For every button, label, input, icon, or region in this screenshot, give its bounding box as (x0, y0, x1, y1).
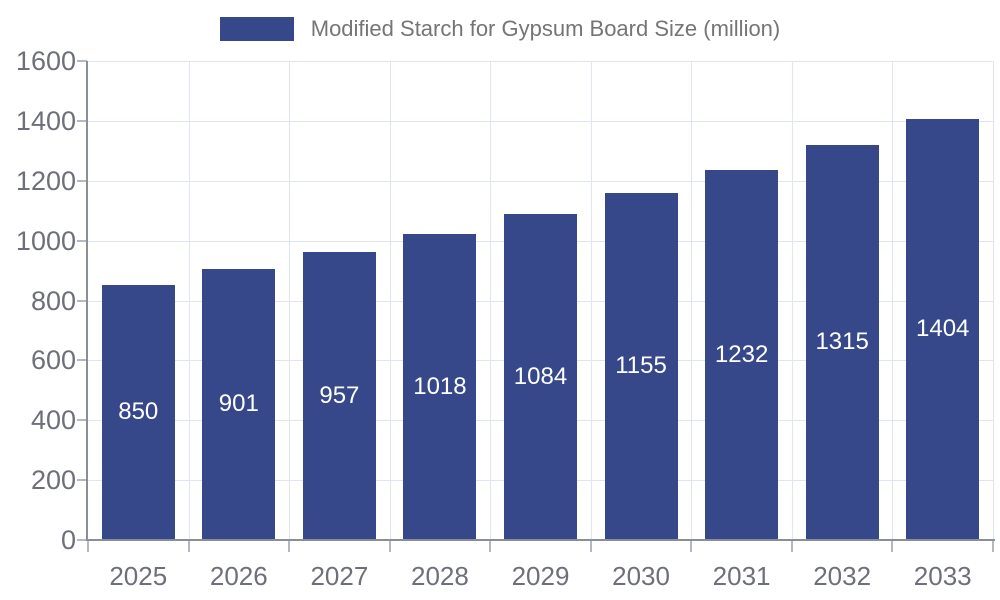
v-gridline (791, 61, 793, 540)
v-gridline (490, 61, 492, 540)
bar[interactable] (604, 193, 678, 539)
h-gridline (87, 61, 994, 62)
bar-value-label: 1084 (513, 362, 568, 390)
x-tick-label: 2033 (913, 561, 972, 591)
x-axis-tick (288, 539, 291, 552)
x-tick-label: 2028 (411, 561, 469, 591)
h-gridline (87, 180, 994, 182)
y-axis-tick (77, 419, 87, 422)
x-axis-tick (388, 539, 391, 552)
y-tick-label: 600 (30, 345, 76, 376)
v-gridline (691, 61, 693, 540)
h-gridline (87, 120, 994, 122)
y-tick-label: 200 (30, 465, 76, 496)
y-axis-line (86, 61, 88, 541)
x-axis-tick (187, 539, 190, 552)
x-tick-label: 2031 (712, 561, 771, 591)
y-tick-label: 1200 (15, 165, 76, 196)
x-axis-tick (690, 539, 693, 552)
x-axis-tick (992, 539, 994, 552)
x-axis-tick (489, 539, 492, 552)
v-gridline (993, 61, 994, 540)
y-tick-label: 1000 (15, 225, 76, 256)
x-tick-label: 2027 (310, 561, 369, 591)
y-axis-tick (77, 179, 87, 182)
x-axis-tick (87, 539, 89, 552)
y-axis-tick (77, 239, 87, 242)
y-axis-tick (77, 299, 87, 302)
v-gridline (389, 61, 391, 540)
x-axis-tick (589, 539, 592, 552)
bar[interactable] (705, 170, 779, 539)
v-gridline (188, 61, 190, 540)
x-axis-tick (891, 539, 894, 552)
bar-value-label: 1155 (615, 352, 667, 379)
y-tick-label: 1400 (15, 105, 76, 136)
bar-value-label: 1404 (916, 315, 970, 342)
v-gridline (590, 61, 592, 540)
bar-value-label: 957 (319, 381, 360, 409)
y-axis-tick (77, 60, 87, 62)
bar[interactable] (101, 285, 175, 539)
y-axis-tick (77, 539, 87, 541)
bar-value-label: 1232 (714, 340, 769, 368)
y-tick-label: 0 (60, 525, 76, 555)
x-tick-label: 2025 (109, 561, 168, 591)
x-axis-tick (790, 539, 793, 552)
x-axis-line (86, 539, 995, 541)
bar[interactable] (504, 214, 577, 539)
bar[interactable] (302, 252, 376, 539)
bar-value-label: 1018 (413, 372, 467, 400)
y-tick-label: 1600 (15, 46, 76, 76)
x-tick-label: 2026 (209, 561, 268, 591)
bar[interactable] (403, 234, 477, 539)
legend-swatch (219, 17, 294, 41)
x-tick-label: 2032 (813, 561, 872, 591)
y-tick-label: 400 (30, 405, 76, 436)
v-gridline (289, 61, 291, 540)
bar-value-label: 1315 (815, 328, 869, 355)
x-tick-label: 2029 (511, 561, 570, 591)
y-axis-tick (77, 359, 87, 362)
y-axis-tick (77, 119, 87, 122)
x-tick-label: 2030 (612, 561, 670, 591)
bar-value-label: 901 (218, 390, 259, 417)
legend-label: Modified Starch for Gypsum Board Size (m… (310, 16, 781, 41)
bar[interactable] (805, 145, 879, 539)
y-tick-label: 800 (30, 285, 76, 316)
bar[interactable] (906, 119, 980, 539)
bar[interactable] (202, 269, 276, 539)
v-gridline (892, 61, 894, 540)
y-axis-tick (77, 479, 87, 482)
legend-item[interactable]: Modified Starch for Gypsum Board Size (m… (0, 16, 1000, 42)
bar-value-label: 850 (118, 398, 159, 425)
